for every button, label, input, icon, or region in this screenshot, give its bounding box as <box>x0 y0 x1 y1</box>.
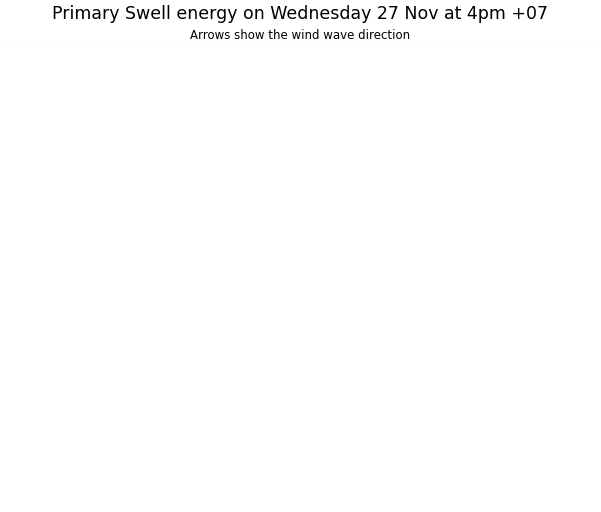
Text: Arrows show the wind wave direction: Arrows show the wind wave direction <box>191 29 410 41</box>
Text: Install cartopy for proper map rendering: Install cartopy for proper map rendering <box>160 271 441 286</box>
Text: Primary Swell energy on Wednesday 27 Nov at 4pm +07: Primary Swell energy on Wednesday 27 Nov… <box>52 6 549 24</box>
